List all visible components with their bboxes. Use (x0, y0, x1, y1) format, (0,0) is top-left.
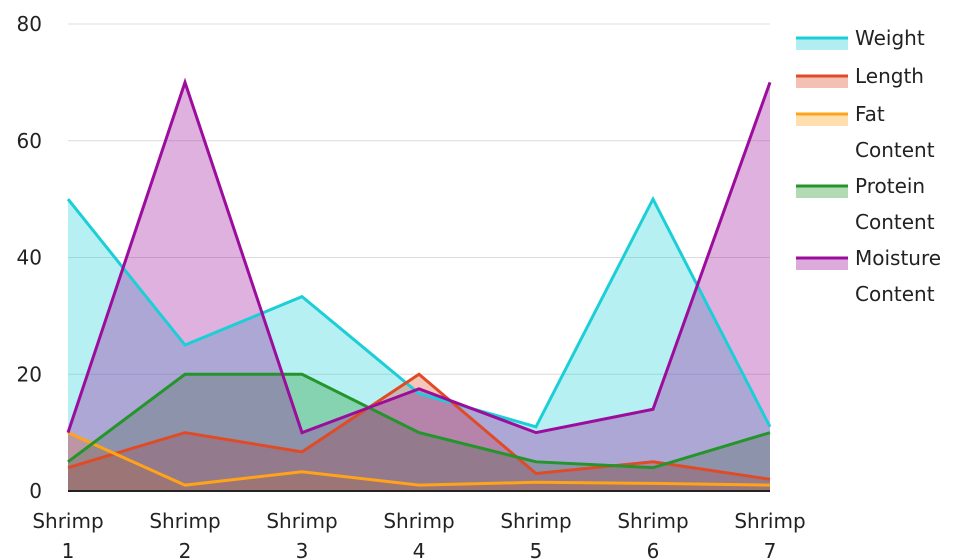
legend-swatch (796, 76, 848, 88)
legend-item-moisture-content: Moisture Content (796, 246, 941, 306)
legend-swatch (796, 38, 848, 50)
line-length (67, 372, 771, 481)
legend-label: Fat Content (855, 102, 935, 162)
area-moisture-content (68, 82, 770, 491)
line-weight (66, 195, 772, 429)
x-tick-label: Shrimp 6 (617, 509, 688, 560)
line-moisture-content (66, 77, 772, 435)
legend-item-protein-content: Protein Content (796, 174, 935, 234)
legend: Weight Length Fat Content Protein Content Mois… (796, 26, 941, 306)
legend-swatch (796, 114, 848, 126)
x-tick-label: Shrimp 2 (149, 509, 220, 560)
axes: 0 20 40 60 80 Shrimp 1 Shrimp 2 Shrimp 3 Shrimp 4 Shr… (17, 12, 806, 560)
line-fat-content (67, 431, 771, 487)
y-tick-label: 20 (17, 362, 42, 386)
legend-label: Weight (855, 26, 925, 50)
x-tick-label: Shrimp 3 (266, 509, 337, 560)
series-areas (68, 82, 770, 491)
legend-item-length: Length (796, 64, 924, 88)
x-tick-label: Shrimp 7 (734, 509, 805, 560)
legend-item-fat-content: Fat Content (796, 102, 935, 162)
legend-label: Length (855, 64, 924, 88)
y-tick-label: 80 (17, 12, 42, 36)
series-lines (66, 77, 772, 487)
y-tick-label: 0 (29, 479, 42, 503)
legend-swatch (796, 186, 848, 198)
y-tick-label: 40 (17, 246, 42, 270)
area-weight (68, 199, 770, 491)
x-tick-label: Shrimp 4 (383, 509, 454, 560)
legend-label: Protein Content (855, 174, 935, 234)
x-tick-label: Shrimp 1 (32, 509, 103, 560)
x-tick-label: Shrimp 5 (500, 509, 571, 560)
y-tick-label: 60 (17, 129, 42, 153)
legend-item-weight: Weight (796, 26, 925, 50)
legend-label: Moisture Content (855, 246, 941, 306)
line-protein-content (67, 372, 771, 470)
legend-swatch (796, 258, 848, 270)
